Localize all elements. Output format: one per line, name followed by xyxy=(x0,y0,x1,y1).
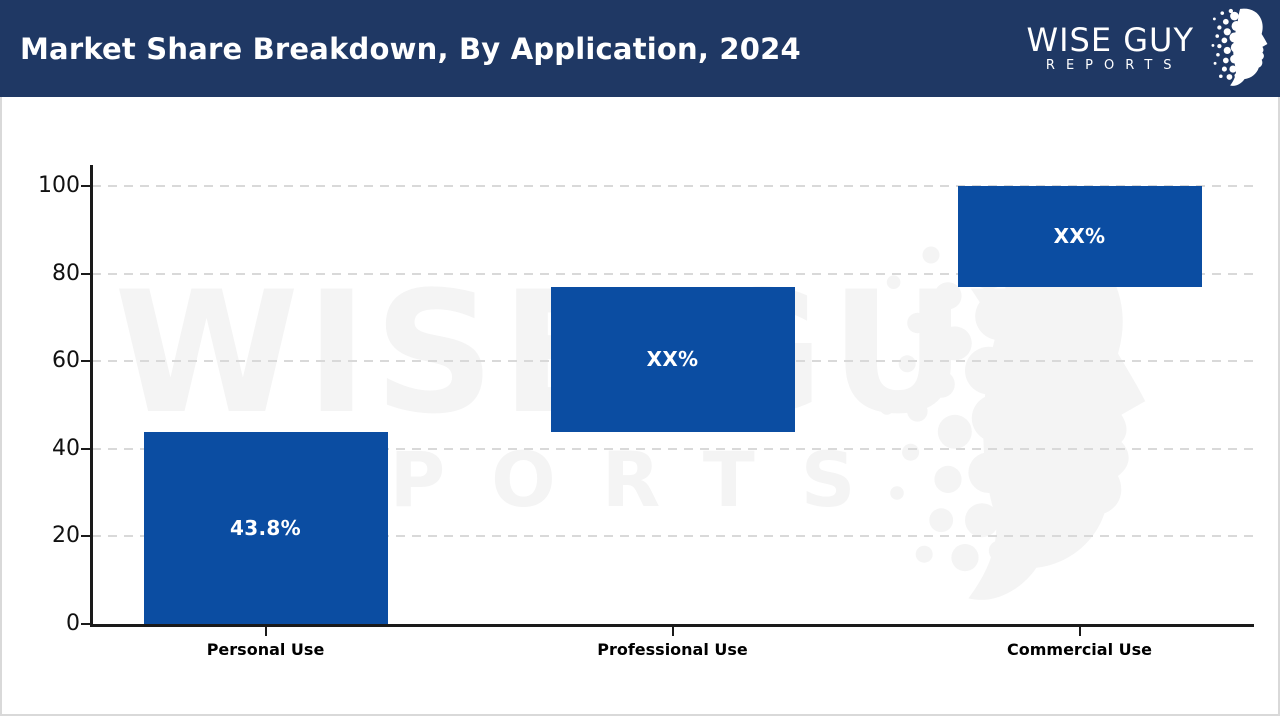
y-tick-mark xyxy=(81,185,91,187)
bar-3: XX% xyxy=(957,186,1202,287)
y-axis-tick-label: 80 xyxy=(52,260,80,286)
logo-subtitle: REPORTS xyxy=(1045,58,1183,74)
wiseguy-logo: WISE GUY REPORTS xyxy=(1026,6,1270,92)
y-tick-mark xyxy=(81,360,91,363)
bar-2: XX% xyxy=(550,286,795,433)
x-axis-line xyxy=(90,624,1254,627)
gridline xyxy=(92,272,1254,275)
y-axis-tick-label: 100 xyxy=(38,173,80,198)
y-tick-mark xyxy=(81,535,91,538)
bar-value-label: XX% xyxy=(646,347,699,372)
y-axis-tick-label: 60 xyxy=(52,348,80,374)
y-axis-line xyxy=(90,165,93,627)
x-tick-mark xyxy=(264,627,267,636)
y-tick-mark xyxy=(81,447,91,450)
gridline xyxy=(92,447,1254,450)
x-axis-category-label: Professional Use xyxy=(597,640,748,659)
header-bar: Market Share Breakdown, By Application, … xyxy=(0,0,1280,97)
x-axis-category-label: Personal Use xyxy=(206,640,325,659)
plot-area: 0 20 40 60 80 100 43.8% Personal Use XX% Professi… xyxy=(2,97,1278,714)
bar-value-label: 43.8% xyxy=(230,516,301,541)
x-tick-mark xyxy=(671,627,674,636)
x-axis-category-label: Commercial Use xyxy=(1006,640,1153,659)
gridline xyxy=(92,535,1254,538)
y-tick-mark xyxy=(81,272,91,275)
y-tick-mark xyxy=(81,623,91,625)
page-title: Market Share Breakdown, By Application, … xyxy=(20,31,801,66)
y-axis-tick-label: 20 xyxy=(52,523,80,549)
bar-value-label: XX% xyxy=(1053,224,1106,249)
x-tick-mark xyxy=(1078,627,1081,636)
y-axis-tick-label: 0 xyxy=(66,611,80,636)
y-axis-tick-label: 40 xyxy=(52,435,80,461)
gridline xyxy=(92,185,1254,187)
logo-wordmark: WISE GUY xyxy=(1026,20,1194,59)
logo-text: WISE GUY REPORTS xyxy=(1026,20,1194,74)
chart-card: WISE GUY REPORTS 0 20 40 60 80 100 43.8% Person… xyxy=(0,97,1280,716)
wiseguy-face-icon xyxy=(1196,6,1270,92)
bar-1: 43.8% xyxy=(143,432,388,624)
